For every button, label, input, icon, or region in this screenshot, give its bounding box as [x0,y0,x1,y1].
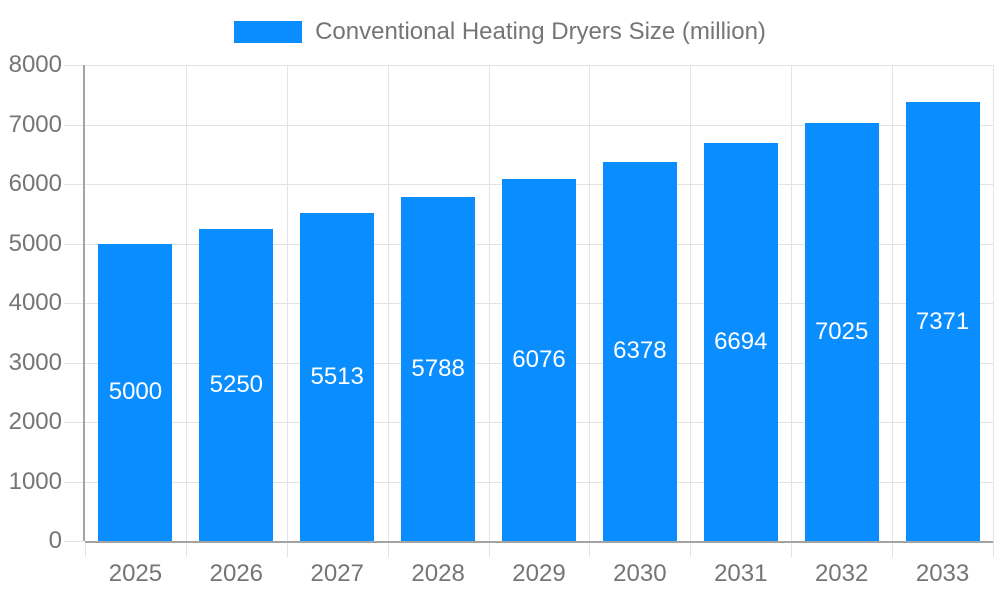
bar-2031 [703,142,778,541]
x-tick-label: 2033 [915,560,970,587]
x-axis-tick [185,541,187,557]
x-gridline [690,65,692,541]
x-gridline [185,65,187,541]
bar-value-label: 5000 [108,378,163,406]
plot-area: 5000 5250 5513 5788 6076 6378 6694 7025 7371 [64,65,994,557]
bar-value-label: 5250 [209,370,264,398]
x-gridline [892,65,894,541]
x-tick-label: 2029 [512,560,566,587]
bar-2028 [401,196,476,541]
y-tick-label: 2000 [8,408,62,435]
bar-2029 [502,179,576,541]
bar-2033 [905,102,980,541]
x-gridline [791,65,793,541]
x-tick-label: 2031 [714,560,768,587]
legend-label: Conventional Heating Dryers Size (millio… [315,18,766,45]
legend: Conventional Heating Dryers Size (millio… [0,10,1000,54]
y-tick-label: 5000 [8,229,62,257]
bar-value-label: 6694 [714,327,768,355]
y-tick-label: 6000 [8,170,62,197]
bar-2030 [602,161,677,541]
y-axis-tick [64,303,83,304]
bar-value-label: 6076 [512,346,566,374]
x-tick-label: 2028 [411,560,465,587]
y-tick-label: 1000 [8,467,62,495]
bar-2025 [98,243,173,541]
x-axis-line [85,541,993,543]
y-axis-tick [64,124,83,126]
y-tick-label: 7000 [8,110,62,138]
x-tick-label: 2032 [814,560,869,587]
x-axis-tick [286,541,288,557]
y-tick-label: 4000 [8,289,62,316]
x-gridline [993,65,994,541]
bar-2026 [199,228,274,541]
x-tick-label: 2030 [613,560,667,587]
y-axis-line [83,65,85,541]
bar-2032 [804,123,879,541]
bar-value-label: 7371 [915,307,970,335]
x-gridline [488,65,490,541]
x-axis-tick [85,541,86,557]
bar-2027 [300,212,375,541]
y-axis-tick [64,184,83,185]
y-tick-label: 3000 [8,348,62,376]
x-gridline [286,65,288,541]
x-tick-label: 2027 [310,560,364,587]
y-axis-tick [64,362,83,364]
x-axis-tick [993,541,994,557]
x-tick-label: 2025 [108,560,163,587]
bar-value-label: 5513 [310,362,364,390]
y-axis-tick [64,422,83,423]
x-gridline [589,65,591,541]
bar-value-label: 5788 [411,354,465,382]
bar-value-label: 7025 [814,318,869,345]
x-axis-tick [892,541,894,557]
y-axis-tick [64,481,83,483]
x-gridline [387,65,389,541]
x-axis-tick [589,541,591,557]
y-tick-label: 0 [48,527,62,554]
x-axis-tick [488,541,490,557]
x-axis-tick [791,541,793,557]
x-axis-tick [387,541,389,557]
y-tick-label: 8000 [8,51,62,78]
x-axis-tick [690,541,692,557]
y-axis-tick [64,243,83,245]
y-axis-tick [64,65,83,66]
y-gridline [85,65,993,66]
y-axis-tick [64,541,83,542]
bar-value-label: 6378 [613,337,667,365]
x-tick-label: 2026 [209,560,264,587]
legend-swatch [234,21,303,43]
y-gridline [85,124,993,126]
